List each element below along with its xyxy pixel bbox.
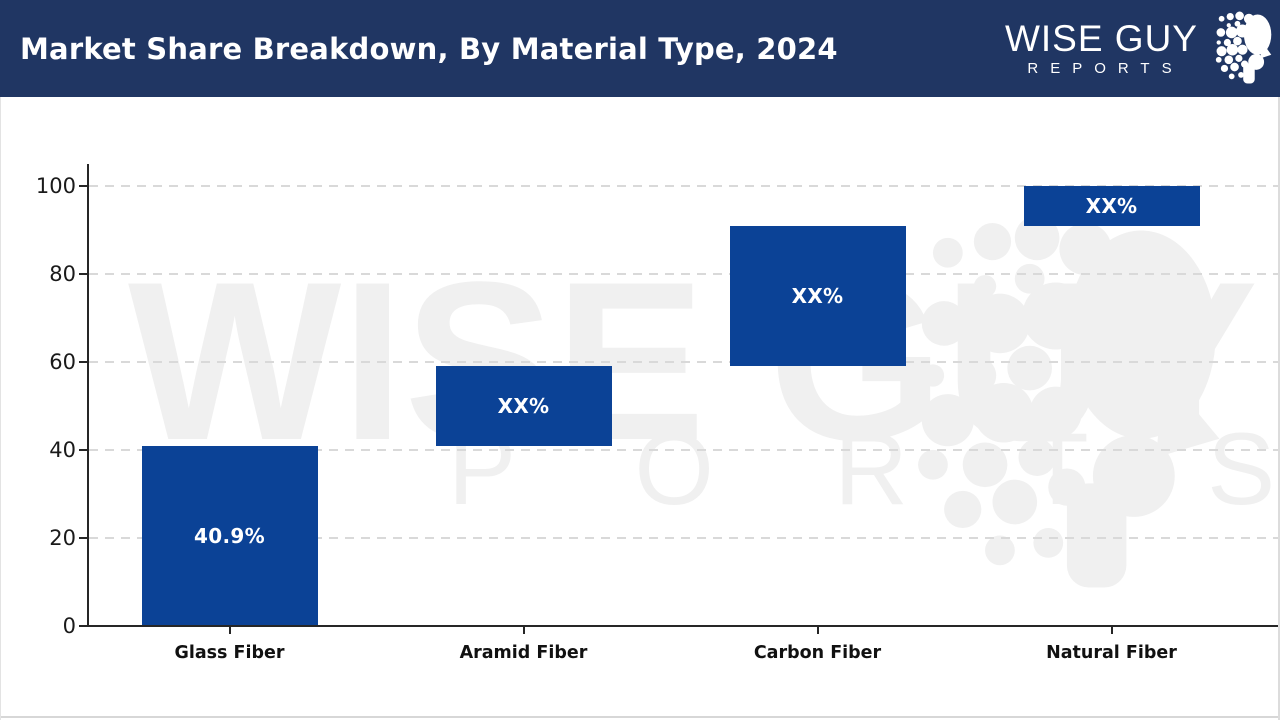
y-tick-mark xyxy=(79,361,87,363)
y-tick-mark xyxy=(79,273,87,275)
x-tick-mark xyxy=(1110,626,1113,634)
y-tick-label: 40 xyxy=(49,438,76,462)
left-hairline xyxy=(0,97,1,720)
x-tick-mark xyxy=(522,626,525,634)
watermark-dotted-head xyxy=(918,218,1220,588)
x-tick-mark xyxy=(816,626,819,634)
y-axis-line xyxy=(87,164,89,627)
y-tick-label: 100 xyxy=(35,174,76,198)
wise-guy-reports-logo: WISE GUY REPORTS xyxy=(1005,2,1272,95)
y-tick-label: 80 xyxy=(49,262,76,286)
dotted-head-icon xyxy=(1215,11,1272,84)
right-hairline xyxy=(1278,97,1280,720)
y-tick-mark xyxy=(79,449,87,451)
gridline-40 xyxy=(89,449,1280,451)
gridline-20 xyxy=(89,537,1280,539)
y-tick-label: 20 xyxy=(49,526,76,550)
logo-wordmark: WISE GUY xyxy=(1004,18,1198,60)
bar-value-label: XX% xyxy=(1085,193,1138,218)
bar-natural-fiber: XX% xyxy=(1023,186,1200,226)
x-category-label: Glass Fiber xyxy=(174,643,285,663)
x-axis-line xyxy=(87,625,1280,627)
logo-subtitle: REPORTS xyxy=(1027,59,1184,77)
y-tick-mark xyxy=(79,537,87,539)
x-category-label: Aramid Fiber xyxy=(459,643,588,663)
page-title: Market Share Breakdown, By Material Type… xyxy=(20,31,838,66)
gridline-60 xyxy=(89,361,1280,363)
x-tick-mark xyxy=(228,626,231,634)
x-category-label: Carbon Fiber xyxy=(753,643,882,663)
bar-value-label: XX% xyxy=(497,394,550,419)
bar-value-label: 40.9% xyxy=(194,524,265,548)
bottom-hairline xyxy=(0,716,1280,718)
gridline-80 xyxy=(89,273,1280,275)
x-category-label: Natural Fiber xyxy=(1046,643,1177,663)
bar-glass-fiber: 40.9% xyxy=(141,446,318,626)
y-tick-label: 60 xyxy=(49,350,76,374)
header-bar: Market Share Breakdown, By Material Type… xyxy=(0,0,1280,97)
bar-carbon-fiber: XX% xyxy=(729,225,906,367)
bar-value-label: XX% xyxy=(791,283,844,308)
bar-aramid-fiber: XX% xyxy=(435,366,612,447)
y-tick-label: 0 xyxy=(62,614,76,638)
y-tick-mark xyxy=(79,625,87,627)
y-tick-mark xyxy=(79,185,87,187)
gridline-100 xyxy=(89,185,1280,187)
